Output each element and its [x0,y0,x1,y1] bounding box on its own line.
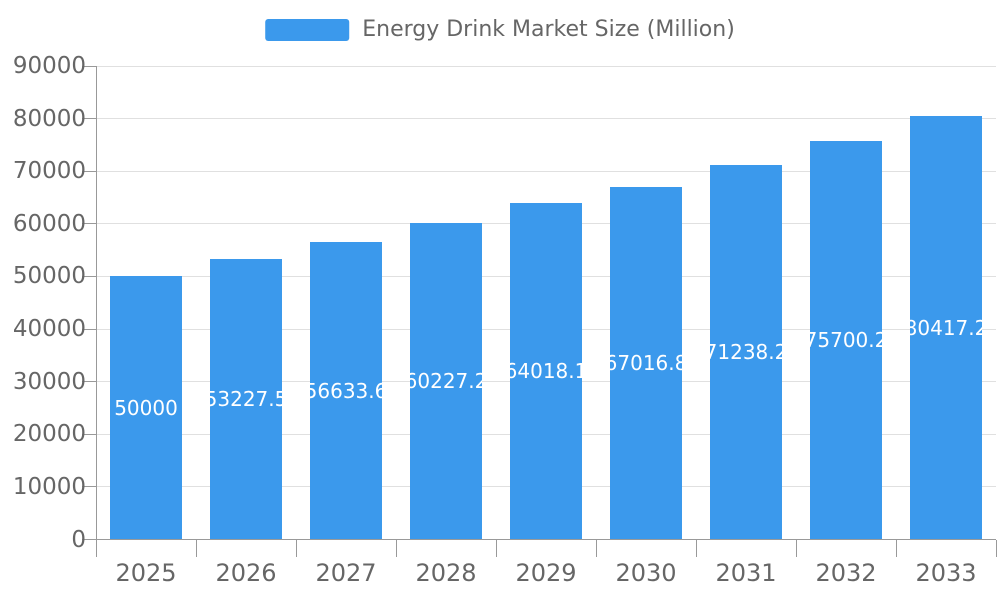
y-axis-line [95,66,97,557]
y-axis-tick [82,170,96,172]
bar-value-label: 53227.5 [210,387,282,412]
y-axis-label: 50000 [12,263,86,290]
bar-2030[interactable]: 67016.8 [610,186,682,540]
bar-2031[interactable]: 71238.2 [710,164,782,540]
bar-value-label: 56633.6 [310,378,382,403]
y-axis-label: 90000 [12,53,86,79]
bar-2032[interactable]: 75700.2 [810,141,882,540]
bar-2026[interactable]: 53227.5 [210,259,282,540]
bar-value-label: 64018.1 [510,359,582,384]
gridline [96,170,996,172]
y-axis-label: 0 [71,526,86,553]
x-axis-label: 2033 [915,558,977,587]
x-axis-tick [795,539,797,557]
bar-value-label: 60227.2 [410,369,482,394]
x-axis-tick [595,539,597,557]
bar-2027[interactable]: 56633.6 [310,241,382,540]
y-axis-label: 30000 [12,368,86,395]
bar-2029[interactable]: 64018.1 [510,202,582,540]
x-axis-tick [495,539,497,557]
legend-swatch[interactable] [265,18,350,41]
y-axis-label: 70000 [12,158,86,185]
legend-label[interactable]: Energy Drink Market Size (Million) [362,17,735,42]
y-axis-tick [82,65,96,67]
x-axis-label: 2028 [415,558,477,587]
y-axis-tick [82,433,96,435]
gridline [96,65,996,67]
bar-value-label: 67016.8 [610,351,682,376]
x-axis-label: 2032 [815,558,877,587]
x-axis-label: 2029 [515,558,577,587]
y-axis-tick [82,328,96,330]
y-axis-tick [82,539,96,540]
bar-2033[interactable]: 80417.2 [910,116,982,540]
y-axis-label: 20000 [12,421,86,448]
y-axis-label: 60000 [12,210,86,237]
x-axis-label: 2030 [615,558,677,587]
x-axis-label: 2026 [215,558,277,587]
bar-value-label: 80417.2 [910,315,982,340]
bar-value-label: 50000 [114,395,178,420]
bar-2028[interactable]: 60227.2 [410,222,482,540]
bar-value-label: 75700.2 [810,328,882,353]
x-axis-tick [95,539,97,557]
y-axis-tick [82,486,96,488]
x-axis-label: 2027 [315,558,377,587]
gridline [96,118,996,120]
y-axis-tick [82,275,96,277]
x-axis-tick [695,539,697,557]
y-axis-tick [82,118,96,120]
bar-value-label: 71238.2 [710,340,782,365]
legend-item[interactable]: Energy Drink Market Size (Million) [265,17,735,42]
x-axis-tick [295,539,297,557]
y-axis-label: 80000 [12,105,86,132]
y-axis-label: 10000 [12,473,86,500]
x-axis-tick [395,539,397,557]
x-axis-label: 2025 [115,558,177,587]
x-axis-tick [895,539,897,557]
x-axis-line [96,539,996,540]
x-axis-tick [195,539,197,557]
bar-2025[interactable]: 50000 [110,276,182,540]
y-axis-tick [82,223,96,225]
y-axis-tick [82,381,96,383]
x-axis-label: 2031 [715,558,777,587]
x-axis-tick [995,539,997,557]
y-axis-label: 40000 [12,316,86,343]
